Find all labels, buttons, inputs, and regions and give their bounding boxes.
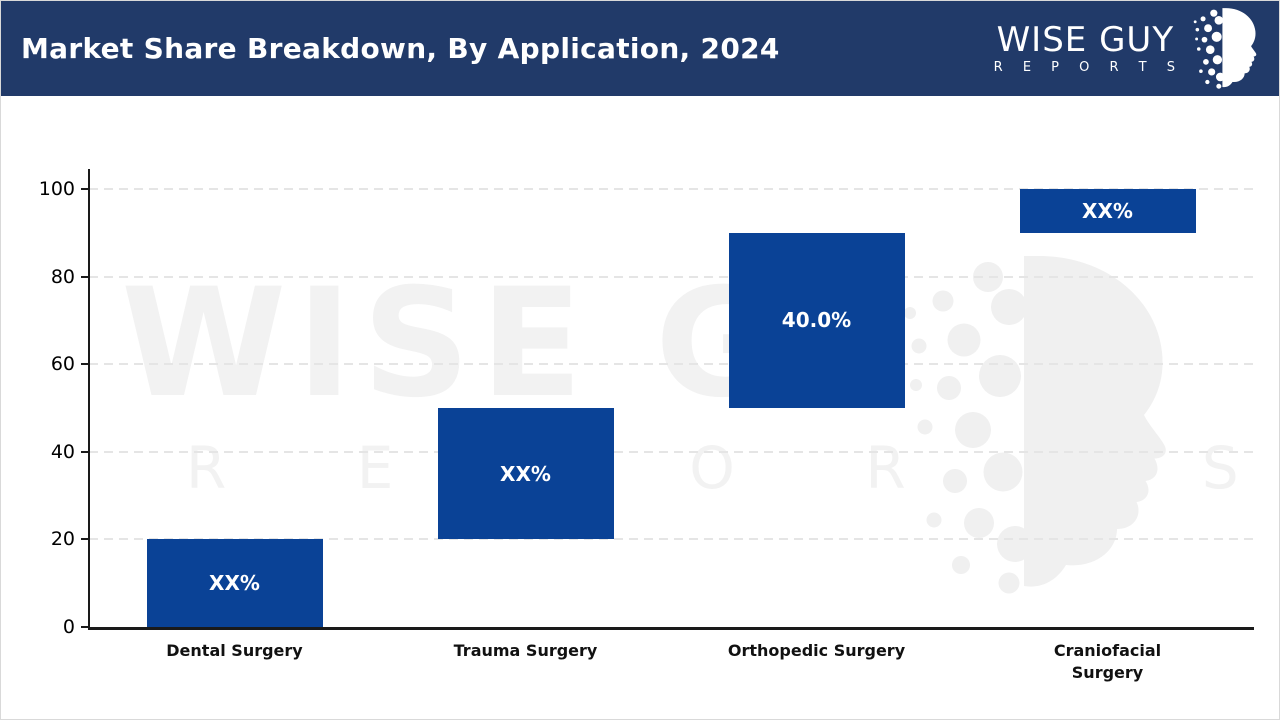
bar-1: XX% (146, 539, 323, 627)
y-axis-tick-80 (81, 275, 89, 278)
x-category-label: Trauma Surgery (453, 641, 598, 660)
gridline-y80 (89, 275, 1253, 278)
brand-name: WISE GUY (996, 20, 1175, 60)
page-title: Market Share Breakdown, By Application, … (21, 32, 780, 65)
y-axis-tick-label-20: 20 (50, 528, 75, 551)
brand-subtitle: R E P O R T S (993, 60, 1183, 75)
y-axis-tick-60 (81, 363, 89, 366)
gridline-y60 (89, 363, 1253, 366)
y-axis-tick-label-0: 0 (62, 616, 75, 638)
x-axis-line (88, 627, 1254, 630)
y-axis-tick-label-40: 40 (50, 440, 75, 463)
y-axis-tick-100 (81, 188, 89, 190)
y-axis-tick-40 (81, 450, 89, 453)
header-bar: Market Share Breakdown, By Application, … (1, 1, 1279, 96)
x-category-label: Dental Surgery (166, 641, 303, 660)
bar-2: XX% (437, 408, 614, 540)
y-axis-line (88, 169, 90, 629)
brand-head-icon (1193, 7, 1257, 89)
brand-logo-text: WISE GUY R E P O R T S (988, 23, 1183, 74)
watermark-head-icon (904, 256, 1166, 594)
bar-3: 40.0% (728, 232, 905, 408)
y-axis-tick-0 (81, 626, 89, 628)
x-category-label: Orthopedic Surgery (727, 641, 906, 660)
bar-value-label: XX% (209, 571, 260, 596)
bar-4: XX% (1019, 189, 1196, 233)
gridline-y100 (89, 188, 1253, 190)
gridline-y20 (89, 538, 1253, 541)
y-axis-tick-20 (81, 538, 89, 541)
bar-value-label: XX% (1082, 198, 1133, 223)
y-axis-tick-label-60: 60 (50, 353, 75, 376)
y-axis-tick-label-100: 100 (38, 178, 75, 200)
x-category-label: Craniofacial Surgery (1053, 641, 1162, 682)
bar-value-label: 40.0% (781, 308, 852, 333)
plot-area: 0 20 40 60 80 100 XX% Dental Surgery XX% Trauma S… (1, 96, 1279, 719)
gridline-y40 (89, 450, 1253, 453)
y-axis-tick-label-80: 80 (50, 265, 75, 288)
bar-value-label: XX% (500, 461, 551, 486)
brand-logo: WISE GUY R E P O R T S (988, 6, 1265, 92)
